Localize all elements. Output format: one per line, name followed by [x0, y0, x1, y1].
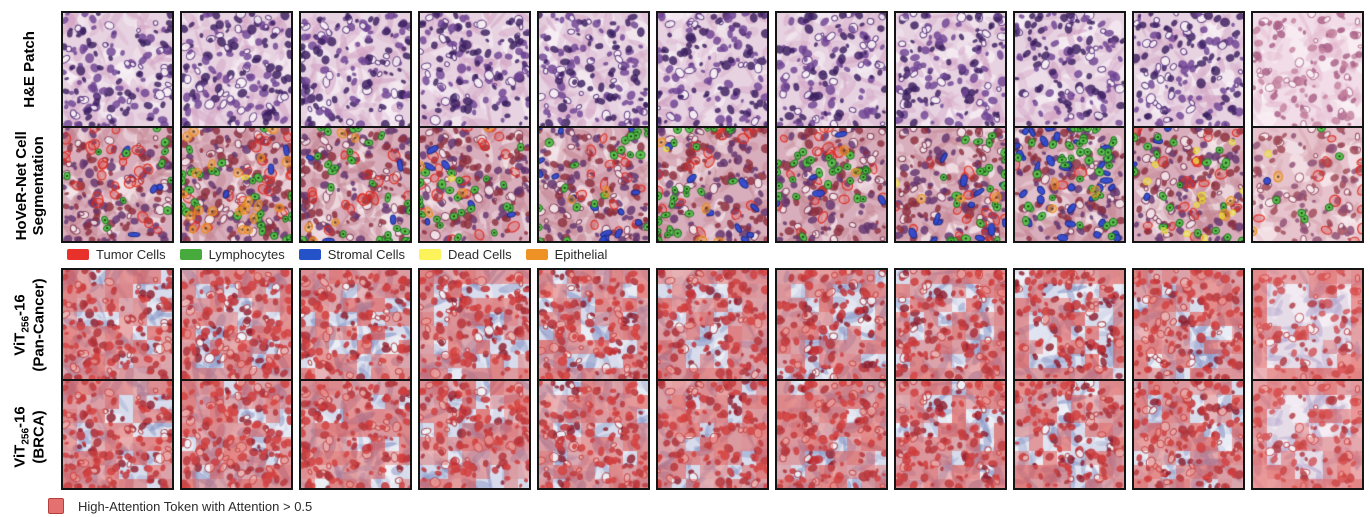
legend-label: Epithelial: [554, 246, 608, 262]
legend-swatch: [525, 248, 548, 260]
patch-hovernet-col10: [1132, 126, 1245, 243]
patch-vit-brca-col6: [656, 379, 769, 490]
legend-label: Lymphocytes: [208, 246, 285, 262]
patch-vit-pancancer-col6: [656, 268, 769, 381]
legend-swatch: [298, 248, 321, 260]
patch-he-col6: [656, 11, 769, 128]
patch-he-col2: [180, 11, 293, 128]
patch-vit-brca-col4: [418, 379, 531, 490]
row-label-he-text: H&E Patch: [21, 31, 39, 108]
patch-vit-pancancer-col4: [418, 268, 531, 381]
patch-hovernet-col6: [656, 126, 769, 243]
patch-he-col1: [61, 11, 174, 128]
patch-row-hovernet: [61, 126, 1370, 243]
row-label-hovernet-line2: Segmentation: [29, 135, 47, 236]
patch-he-col8: [894, 11, 1007, 128]
legend-cell-types: Tumor Cells Lymphocytes Stromal Cells Dead …: [67, 246, 1370, 262]
patch-vit-pancancer-col11: [1251, 268, 1364, 381]
patch-row-vit-pancancer: [61, 268, 1370, 381]
legend-label: Stromal Cells: [327, 246, 405, 262]
patch-he-col3: [299, 11, 412, 128]
patch-vit-pancancer-col3: [299, 268, 412, 381]
patch-hovernet-col4: [418, 126, 531, 243]
patch-he-col5: [537, 11, 650, 128]
patch-vit-brca-col3: [299, 379, 412, 490]
patch-vit-brca-col1: [61, 379, 174, 490]
row-label-vit-brca: ViT256-16 (BRCA): [11, 405, 48, 468]
patch-vit-pancancer-col2: [180, 268, 293, 381]
attention-legend-label: High-Attention Token with Attention > 0.…: [78, 498, 313, 514]
legend-label: Tumor Cells: [96, 246, 166, 262]
row-label-he-patch: H&E Patch: [21, 31, 39, 108]
patch-vit-brca-col7: [775, 379, 888, 490]
legend-swatch: [179, 248, 202, 260]
patch-vit-pancancer-col8: [894, 268, 1007, 381]
patch-row-vit-brca: [61, 379, 1370, 490]
patch-hovernet-col2: [180, 126, 293, 243]
patch-vit-pancancer-col10: [1132, 268, 1245, 381]
patch-he-col7: [775, 11, 888, 128]
patch-he-col11: [1251, 11, 1364, 128]
attention-swatch: [48, 498, 64, 514]
patch-hovernet-col5: [537, 126, 650, 243]
legend-item-lymphocytes: Lymphocytes: [179, 246, 285, 262]
row-labels-top: H&E Patch HoVeR-Net Cell Segmentation: [0, 11, 61, 243]
row-label-vit-pancancer: ViT256-16 (Pan-Cancer): [11, 277, 48, 372]
block-he-hovernet: H&E Patch HoVeR-Net Cell Segmentation: [0, 11, 1370, 243]
patch-hovernet-col1: [61, 126, 174, 243]
patch-he-col9: [1013, 11, 1126, 128]
legend-item-epithelial: Epithelial: [525, 246, 608, 262]
patch-vit-pancancer-col9: [1013, 268, 1126, 381]
patch-vit-pancancer-col1: [61, 268, 174, 381]
patch-he-col10: [1132, 11, 1245, 128]
legend-item-stromal-cells: Stromal Cells: [298, 246, 405, 262]
patch-vit-brca-col5: [537, 379, 650, 490]
patch-vit-brca-col11: [1251, 379, 1364, 490]
legend-swatch: [419, 248, 441, 260]
patch-vit-brca-col8: [894, 379, 1007, 490]
patch-vit-brca-col9: [1013, 379, 1126, 490]
row-label-vit-pancancer-line2: (Pan-Cancer): [30, 277, 48, 372]
patch-hovernet-col7: [775, 126, 888, 243]
legend-label: Dead Cells: [448, 246, 512, 262]
row-label-vit-brca-line2: (BRCA): [30, 409, 48, 464]
row-label-hovernet-line1: HoVeR-Net Cell: [12, 130, 30, 241]
row-label-hovernet: HoVeR-Net Cell Segmentation: [12, 130, 48, 241]
patch-row-he: [61, 11, 1370, 128]
patch-vit-pancancer-col5: [537, 268, 650, 381]
patch-vit-brca-col10: [1132, 379, 1245, 490]
patch-hovernet-col9: [1013, 126, 1126, 243]
patch-vit-pancancer-col7: [775, 268, 888, 381]
patch-hovernet-col11: [1251, 126, 1364, 243]
legend-attention: High-Attention Token with Attention > 0.…: [48, 497, 1370, 515]
patch-vit-brca-col2: [180, 379, 293, 490]
block-vit-attention: ViT256-16 (Pan-Cancer) ViT256-16 (BRCA): [0, 268, 1370, 492]
patch-hovernet-col3: [299, 126, 412, 243]
legend-swatch: [67, 248, 89, 260]
legend-item-tumor-cells: Tumor Cells: [67, 247, 166, 262]
patch-he-col4: [418, 11, 531, 128]
row-labels-bottom: ViT256-16 (Pan-Cancer) ViT256-16 (BRCA): [0, 268, 61, 492]
patch-hovernet-col8: [894, 126, 1007, 243]
legend-item-dead-cells: Dead Cells: [419, 247, 512, 262]
